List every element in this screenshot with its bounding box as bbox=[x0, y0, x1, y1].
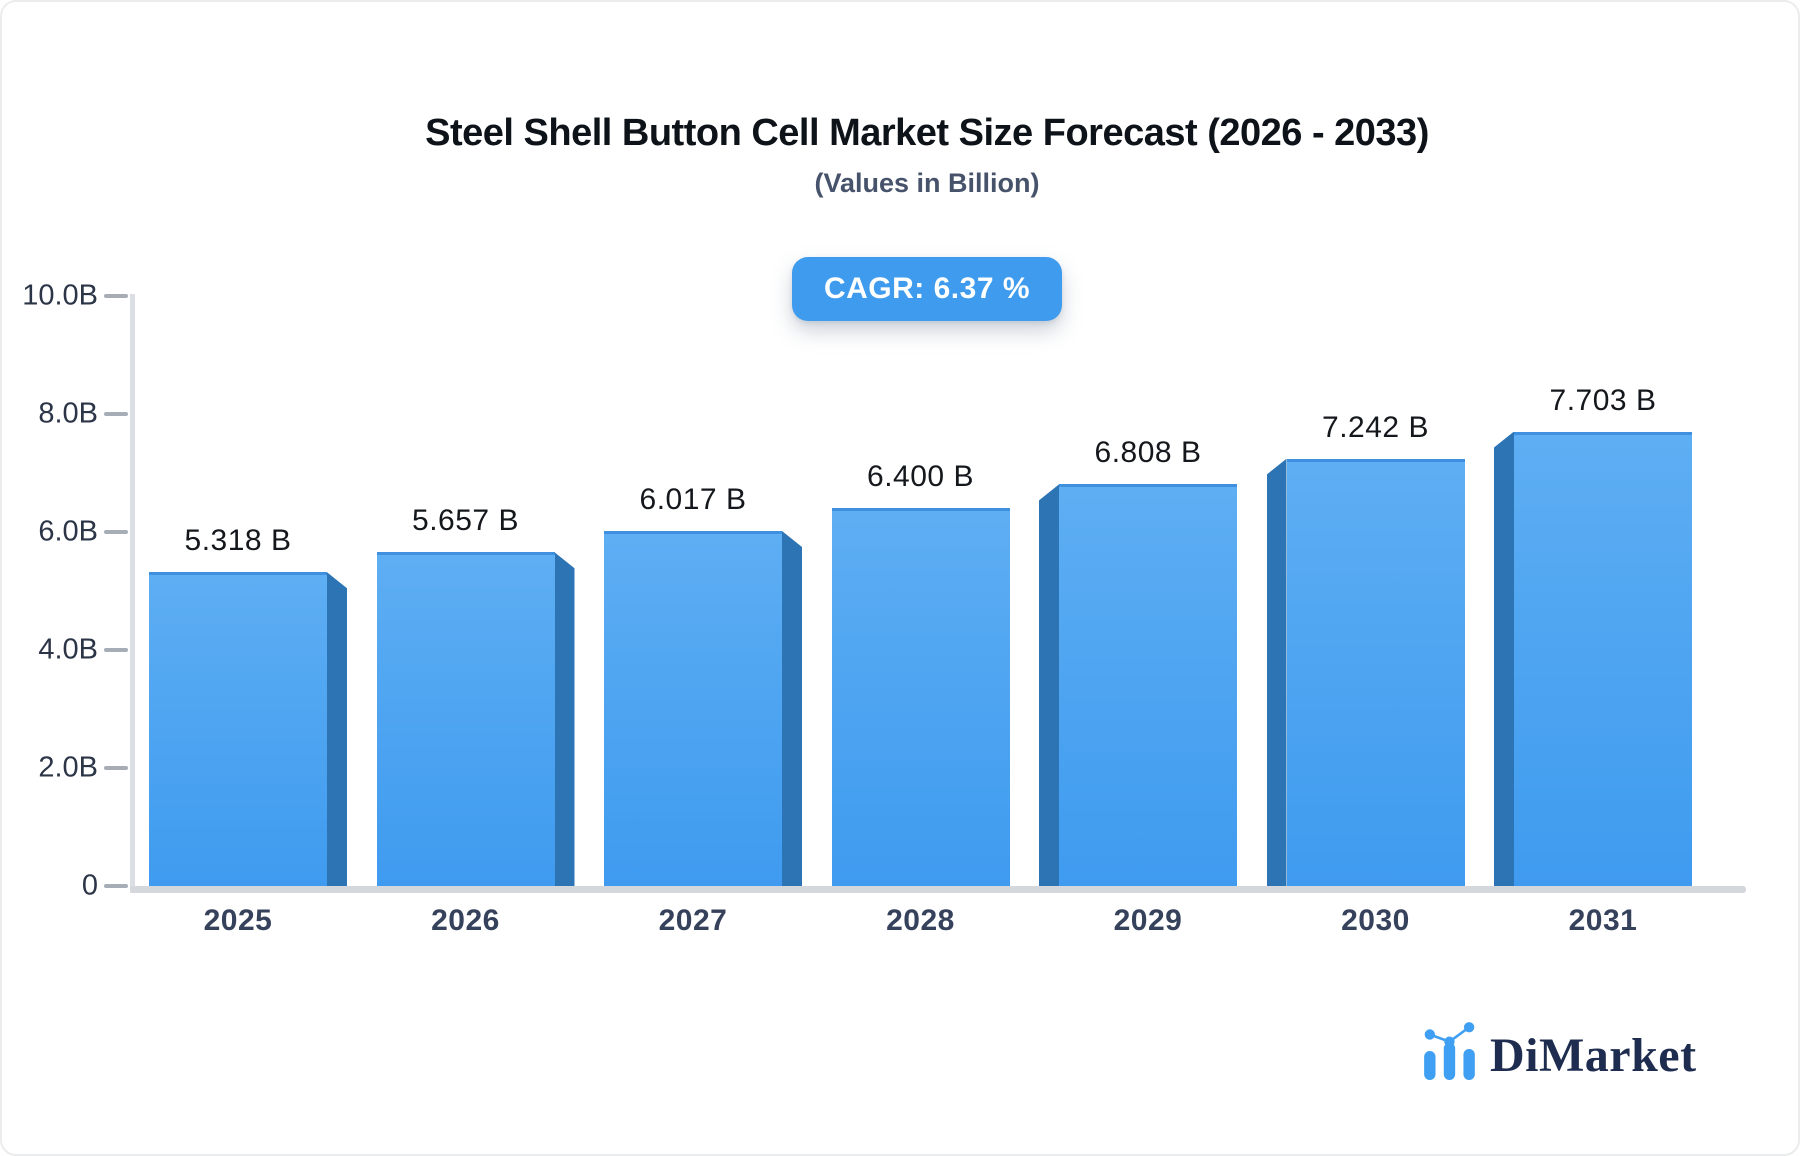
bar-side-2025 bbox=[327, 572, 347, 888]
y-tick-label-6.0B: 6.0B bbox=[38, 515, 98, 548]
y-tick-label-2.0B: 2.0B bbox=[38, 751, 98, 784]
bar-2026[interactable] bbox=[376, 552, 555, 888]
bar-side-2029 bbox=[1039, 484, 1059, 888]
bar-2027[interactable] bbox=[604, 530, 782, 888]
bar-side-2026 bbox=[554, 552, 575, 888]
bar-2030[interactable] bbox=[1286, 458, 1465, 888]
bar-side-2027 bbox=[782, 530, 802, 888]
bar-value-label-2027: 6.017 B bbox=[639, 482, 747, 516]
x-tick-label-2025: 2025 bbox=[203, 904, 273, 937]
chart-subtitle: (Values in Billion) bbox=[814, 168, 1040, 198]
bar-value-label-2029: 6.808 B bbox=[1094, 436, 1202, 470]
bar-2031[interactable] bbox=[1514, 431, 1692, 888]
bar-value-label-2031: 7.703 B bbox=[1549, 383, 1657, 417]
x-tick-label-2030: 2030 bbox=[1341, 904, 1410, 937]
x-tick-label-2031: 2031 bbox=[1568, 904, 1638, 937]
y-tick-label-8.0B: 8.0B bbox=[38, 397, 98, 430]
bar-value-label-2030: 7.242 B bbox=[1322, 410, 1429, 444]
brand-logo: DiMarket bbox=[1422, 1020, 1697, 1080]
bar-side-2030 bbox=[1266, 458, 1287, 888]
brand-name: DiMarket bbox=[1490, 1029, 1697, 1082]
bar-value-label-2026: 5.657 B bbox=[412, 504, 519, 538]
x-tick-label-2028: 2028 bbox=[886, 904, 955, 937]
bar-2029[interactable] bbox=[1059, 484, 1237, 888]
bar-value-label-2025: 5.318 B bbox=[184, 524, 292, 558]
bar-2028[interactable] bbox=[831, 508, 1010, 888]
bar-value-label-2028: 6.400 B bbox=[867, 460, 974, 494]
x-axis-baseline bbox=[130, 886, 1746, 893]
y-tick-mark bbox=[104, 294, 128, 298]
y-tick-mark bbox=[104, 648, 128, 652]
x-tick-label-2029: 2029 bbox=[1113, 904, 1183, 937]
y-tick-label-0: 0 bbox=[81, 869, 98, 902]
cagr-badge: CAGR: 6.37 % bbox=[792, 257, 1062, 321]
x-tick-label-2026: 2026 bbox=[431, 904, 500, 937]
y-tick-mark bbox=[104, 530, 128, 534]
y-tick-mark bbox=[104, 884, 128, 888]
bar-side-2031 bbox=[1494, 431, 1514, 888]
y-axis-line bbox=[130, 294, 135, 893]
chart-title: Steel Shell Button Cell Market Size Fore… bbox=[425, 112, 1429, 154]
dimarket-icon bbox=[1424, 1022, 1475, 1080]
x-tick-label-2027: 2027 bbox=[658, 904, 728, 937]
bar-2025[interactable] bbox=[149, 572, 327, 888]
y-tick-label-10.0B: 10.0B bbox=[22, 279, 98, 312]
y-tick-label-4.0B: 4.0B bbox=[38, 633, 98, 666]
y-tick-mark bbox=[104, 412, 128, 416]
cagr-badge-label: CAGR: 6.37 % bbox=[823, 272, 1031, 305]
y-tick-mark bbox=[104, 766, 128, 770]
